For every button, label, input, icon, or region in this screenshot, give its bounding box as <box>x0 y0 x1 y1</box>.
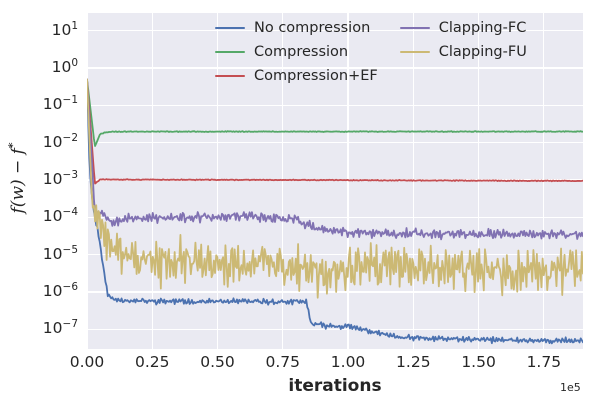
gridline-horizontal-8 <box>87 328 583 331</box>
legend-item-clapping-fu[interactable]: Clapping-FU <box>399 40 527 64</box>
series-line-clapping-fu <box>87 78 583 299</box>
gridline-vertical-1 <box>151 13 153 349</box>
x-axis-offset-text: 1e5 <box>560 381 581 394</box>
x-tick-label-4: 1.00 <box>330 353 366 371</box>
x-tick-label-5: 1.25 <box>396 353 431 371</box>
series-curves <box>87 78 583 345</box>
legend: No compression Compression Compression+EF C… <box>215 16 527 88</box>
x-tick-label-3: 0.75 <box>265 353 301 371</box>
legend-label: Clapping-FU <box>438 44 527 60</box>
y-label-star: * <box>6 142 20 149</box>
series-line-no-compression <box>87 78 583 345</box>
gridline-horizontal-7 <box>87 291 583 293</box>
gridline-horizontal-5 <box>87 216 583 219</box>
x-tick-label-7: 1.75 <box>526 353 562 371</box>
x-tick-label-0: 0.00 <box>69 353 105 371</box>
legend-swatch-icon <box>215 50 245 54</box>
gridline-horizontal-2 <box>87 104 583 107</box>
series-line-clapping-fc <box>87 78 583 241</box>
x-tick-label-2: 0.50 <box>200 353 235 371</box>
gridline-vertical-3 <box>282 13 284 349</box>
legend-item-clapping-fc[interactable]: Clapping-FC <box>399 16 527 40</box>
legend-item-compression-ef[interactable]: Compression+EF <box>215 64 378 88</box>
legend-swatch-icon <box>215 26 245 30</box>
y-tick-label-1: 100 <box>51 56 78 77</box>
legend-swatch-icon <box>215 74 245 78</box>
legend-label: Compression+EF <box>254 68 378 84</box>
y-axis-label: f(w) − f* <box>6 98 28 258</box>
y-tick-label-7: 10−6 <box>42 280 78 301</box>
legend-column-0: No compression Compression Compression+EF <box>215 16 378 88</box>
x-tick-label-1: 0.25 <box>134 353 170 371</box>
y-tick-label-0: 101 <box>51 19 78 39</box>
plot-area <box>87 13 583 349</box>
y-label-fstar: f <box>8 148 28 155</box>
y-tick-label-8: 10−7 <box>42 318 78 338</box>
gridline-vertical-0 <box>87 13 88 349</box>
x-axis-label: iterations <box>288 376 382 396</box>
series-line-compression <box>87 78 583 147</box>
legend-swatch-icon <box>399 50 430 54</box>
gridline-horizontal-6 <box>87 254 583 256</box>
legend-label: Compression <box>254 44 349 60</box>
y-label-fw: f(w) <box>8 179 28 214</box>
legend-label: No compression <box>254 20 371 36</box>
y-label-minus: − <box>8 154 28 180</box>
gridline-horizontal-0 <box>87 30 583 32</box>
legend-item-compression[interactable]: Compression <box>215 40 378 64</box>
legend-item-no-compression[interactable]: No compression <box>215 16 378 40</box>
gridline-vertical-2 <box>216 13 219 349</box>
gridline-horizontal-3 <box>87 142 583 144</box>
series-line-compression-ef <box>87 78 583 185</box>
legend-label: Clapping-FC <box>438 20 527 36</box>
gridline-horizontal-1 <box>87 67 583 69</box>
legend-swatch-icon <box>399 26 430 30</box>
x-tick-label-6: 1.50 <box>461 353 496 371</box>
legend-column-1: Clapping-FC Clapping-FU <box>399 16 527 88</box>
